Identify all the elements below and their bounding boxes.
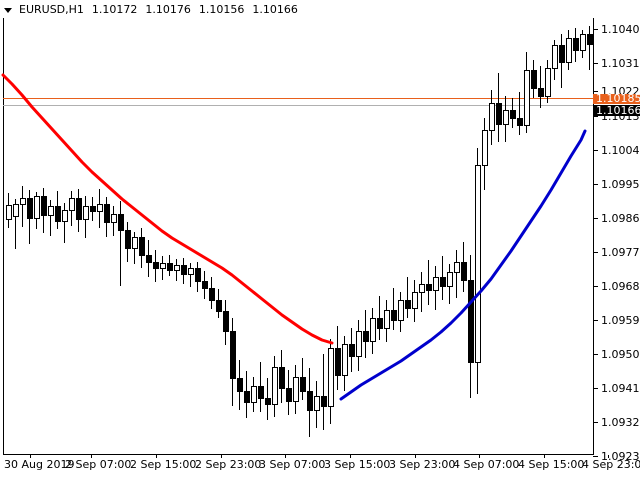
chart-header: EURUSD,H1 1.10172 1.10176 1.10156 1.1016… [0,0,640,18]
current-price-marker: 1.10166 [593,105,640,116]
price-tick [593,29,598,30]
chevron-down-icon[interactable] [4,6,13,15]
time-label: 4 Sep 15:00 [518,458,585,471]
price-label: 1.09590 [601,314,640,327]
ohlc-close-value: 1.10166 [252,2,298,16]
price-tick [593,218,598,219]
time-tick [415,455,416,458]
price-tick [593,116,598,117]
price-label: 1.10040 [601,144,640,157]
time-tick [156,455,157,458]
price-label: 1.09320 [601,416,640,429]
ohlc-high-value: 1.10176 [145,2,191,16]
price-label: 1.09950 [601,178,640,191]
ask-price-marker: 1.10185 [593,94,640,104]
price-label: 1.10130 [601,110,640,123]
price-label: 1.09860 [601,212,640,225]
price-label: 1.10310 [601,57,640,70]
ohlc-low-value: 1.10156 [198,2,245,16]
price-axis-line [593,18,594,455]
price-label: 1.10220 [601,85,640,98]
price-tick [593,184,598,185]
time-label: 3 Sep 15:00 [324,458,391,471]
price-tick [593,456,598,457]
price-tick [593,63,598,64]
time-tick [30,455,31,458]
price-tick [593,422,598,423]
time-tick [479,455,480,458]
time-tick [350,455,351,458]
ohlc-open-value: 1.10172 [91,2,138,16]
time-label: 4 Sep 07:00 [453,458,520,471]
price-tick [593,252,598,253]
price-tick [593,91,598,92]
price-tick [593,286,598,287]
price-tick [593,354,598,355]
time-axis[interactable]: 30 Aug 2019 2 Sep 07:00 2 Sep 15:00 2 Sep 2… [0,455,640,480]
time-tick [221,455,222,458]
time-tick [91,455,92,458]
price-label: 1.09500 [601,348,640,361]
symbol-timeframe-label: EURUSD,H1 [19,2,84,16]
price-label: 1.10400 [601,23,640,36]
time-label: 2 Sep 15:00 [130,458,197,471]
price-tick [593,150,598,151]
price-label: 1.09770 [601,246,640,259]
time-label: 2 Sep 23:00 [195,458,262,471]
time-label: 4 Sep 23:00 [582,458,640,471]
chart-plot-area[interactable] [3,18,593,455]
price-label: 1.09230 [601,450,640,463]
price-label: 1.09410 [601,382,640,395]
time-tick [544,455,545,458]
time-tick [608,455,609,458]
time-label: 3 Sep 07:00 [259,458,326,471]
time-label: 3 Sep 23:00 [389,458,456,471]
price-tick [593,320,598,321]
price-axis[interactable]: 1.10400 1.10310 1.10220 1.10130 1.10040 1.099… [593,0,640,480]
time-tick [285,455,286,458]
time-label: 2 Sep 07:00 [65,458,132,471]
price-label: 1.09680 [601,280,640,293]
time-label: 30 Aug 2019 [4,458,75,471]
price-tick [593,388,598,389]
